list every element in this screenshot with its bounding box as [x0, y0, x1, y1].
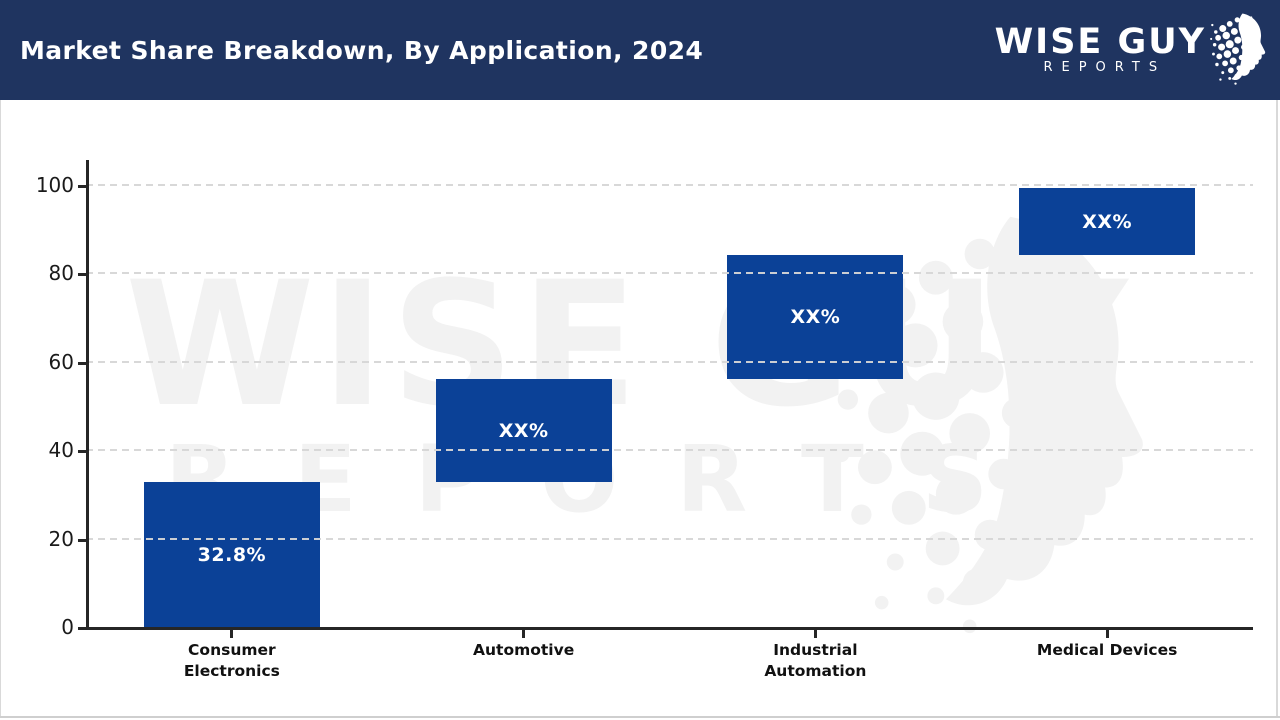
- x-tick-1: [522, 630, 526, 638]
- left-border: [0, 100, 1, 718]
- y-tick-label-20: 20: [48, 526, 74, 551]
- y-tick-label-100: 100: [35, 173, 74, 197]
- y-tick-100: [78, 185, 86, 188]
- y-tick-80: [78, 273, 86, 277]
- bar-value-label: 32.8%: [197, 543, 267, 566]
- y-tick-label-0: 0: [61, 615, 74, 639]
- logo-face-icon: [1210, 13, 1266, 85]
- x-tick-0: [230, 630, 234, 638]
- y-tick-0: [78, 627, 86, 630]
- y-tick-60: [78, 361, 86, 365]
- wise-guy-reports-logo: WISE GUY REPORTS: [995, 11, 1268, 89]
- header-bar: Market Share Breakdown, By Application, …: [0, 0, 1280, 100]
- logo-brand-subtitle: REPORTS: [1043, 60, 1167, 75]
- page-title: Market Share Breakdown, By Application, …: [20, 35, 704, 65]
- right-border: [1276, 100, 1278, 718]
- y-tick-label-60: 60: [48, 349, 74, 374]
- y-tick-40: [78, 450, 86, 454]
- y-tick-20: [78, 538, 86, 542]
- bar-value-label: XX%: [498, 419, 549, 442]
- logo-brand-name: WISE GUY: [994, 22, 1206, 62]
- x-category-label: Consumer Electronics: [183, 641, 280, 680]
- gridline-100: [86, 184, 1253, 186]
- y-tick-label-80: 80: [48, 261, 74, 286]
- bottom-border: [0, 716, 1280, 718]
- bar-automotive: XX%: [435, 379, 612, 482]
- bar-consumer-electronics: 32.8%: [143, 482, 320, 627]
- y-axis-spine: [86, 160, 89, 630]
- logo-wordmark: WISE GUY REPORTS: [995, 24, 1206, 76]
- x-category-label: Automotive: [473, 641, 575, 659]
- y-tick-label-40: 40: [48, 438, 74, 463]
- watermark-face-icon: [821, 216, 1143, 634]
